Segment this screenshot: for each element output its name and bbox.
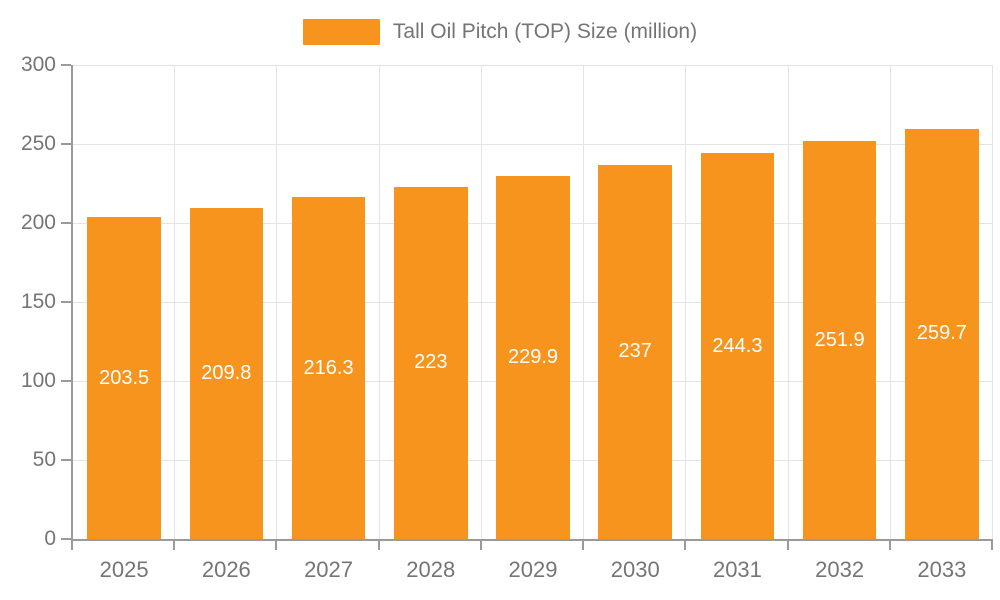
x-axis-tick <box>888 541 891 550</box>
bar-2031[interactable]: 244.3 <box>700 153 775 539</box>
y-axis-tick <box>61 143 71 145</box>
y-axis-label: 300 <box>20 53 56 76</box>
x-axis-tick <box>71 541 73 550</box>
x-axis-tick <box>377 541 380 550</box>
gridline-horizontal <box>73 65 993 66</box>
bar-value-label: 223 <box>414 351 448 374</box>
y-axis-label: 50 <box>32 448 56 471</box>
bar-2032[interactable]: 251.9 <box>802 141 877 539</box>
y-axis-label: 150 <box>20 290 56 313</box>
x-axis-tick <box>991 541 993 550</box>
bar-value-label: 216.3 <box>303 356 354 379</box>
gridline-vertical <box>378 65 380 539</box>
bar-value-label: 209.8 <box>201 361 252 384</box>
legend-swatch-icon <box>302 19 380 45</box>
bar-slot: 244.3 <box>686 65 788 539</box>
gridline-vertical <box>276 65 278 539</box>
bar-slot: 229.9 <box>482 65 584 539</box>
x-axis-tick <box>173 541 176 550</box>
y-axis-tick <box>61 538 71 540</box>
x-axis-tick <box>582 541 585 550</box>
x-axis-label: 2029 <box>508 557 558 582</box>
bar-2025[interactable]: 203.5 <box>87 217 161 539</box>
x-axis-tick <box>684 541 687 550</box>
bar-2028[interactable]: 223 <box>393 186 468 539</box>
x-axis-tick <box>275 541 278 550</box>
y-axis-tick <box>61 380 71 382</box>
bar-2030[interactable]: 237 <box>598 164 672 539</box>
x-axis-label: 2032 <box>815 557 865 582</box>
bar-slot: 216.3 <box>277 65 379 539</box>
bar-slot: 209.8 <box>175 65 277 539</box>
x-axis-label: 2031 <box>712 557 762 582</box>
gridline-vertical <box>583 65 585 539</box>
bar-slot: 237 <box>584 65 686 539</box>
bar-value-label: 251.9 <box>814 328 865 351</box>
x-axis-label: 2030 <box>610 557 660 582</box>
bars-layer: 203.5 209.8 216.3 223 229.9 237 244.3 251.9 259.… <box>73 65 993 539</box>
gridline-vertical <box>685 65 687 539</box>
y-axis-label: 200 <box>20 211 56 234</box>
x-axis-label: 2025 <box>99 557 149 582</box>
y-axis-label: 100 <box>20 369 56 392</box>
x-axis-label: 2028 <box>406 557 456 582</box>
legend-item[interactable]: Tall Oil Pitch (TOP) Size (million) <box>302 19 698 45</box>
gridline-vertical <box>992 65 993 539</box>
y-axis-tick <box>61 301 71 303</box>
y-axis-tick <box>61 64 71 66</box>
x-axis-tick <box>786 541 789 550</box>
gridline-vertical <box>480 65 482 539</box>
gridline-vertical <box>889 65 891 539</box>
x-axis-label: 2033 <box>917 557 967 582</box>
gridline-horizontal <box>73 144 993 145</box>
bar-2027[interactable]: 216.3 <box>291 197 366 539</box>
legend-label: Tall Oil Pitch (TOP) Size (million) <box>392 20 698 43</box>
bar-slot: 223 <box>380 65 482 539</box>
bar-slot: 203.5 <box>73 65 175 539</box>
bar-value-label: 237 <box>618 340 652 363</box>
x-axis-tick <box>479 541 482 550</box>
y-axis-tick <box>61 459 71 461</box>
bar-value-label: 259.7 <box>916 322 967 345</box>
bar-2029[interactable]: 229.9 <box>496 175 570 539</box>
gridline-vertical <box>174 65 176 539</box>
x-axis-label: 2026 <box>201 557 251 582</box>
bar-slot: 259.7 <box>891 65 993 539</box>
bar-2033[interactable]: 259.7 <box>905 128 979 539</box>
y-axis-label: 0 <box>44 527 56 550</box>
y-axis-tick <box>61 222 71 224</box>
bar-value-label: 244.3 <box>712 334 763 357</box>
chart-legend: Tall Oil Pitch (TOP) Size (million) <box>0 19 1000 45</box>
bar-slot: 251.9 <box>789 65 891 539</box>
y-axis-label: 250 <box>20 132 56 155</box>
bar-value-label: 229.9 <box>507 345 559 368</box>
x-axis-label: 2027 <box>304 557 354 582</box>
plot-area: 203.5 209.8 216.3 223 229.9 237 244.3 251.9 259.… <box>71 65 993 541</box>
bar-2026[interactable]: 209.8 <box>189 207 264 539</box>
gridline-vertical <box>787 65 789 539</box>
bar-value-label: 203.5 <box>99 366 150 389</box>
